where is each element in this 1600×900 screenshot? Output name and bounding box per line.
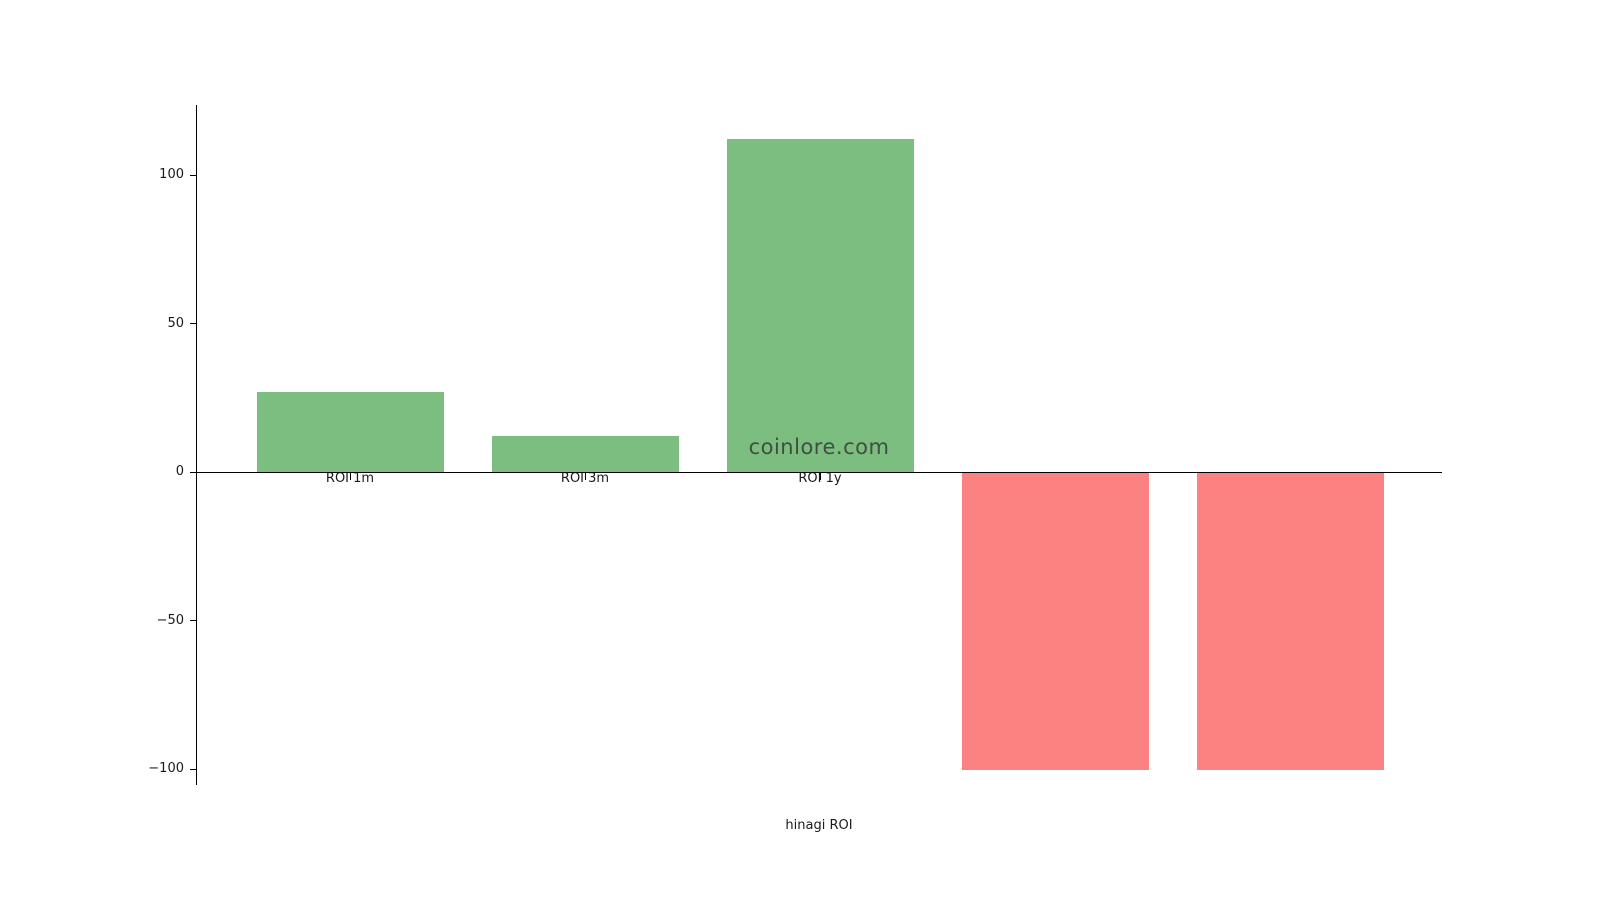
bar: [961, 473, 1149, 770]
y-tick-label: 50: [167, 315, 184, 331]
bar: [256, 391, 444, 472]
x-axis-title: hinagi ROI: [785, 818, 853, 833]
x-tick-mark: [820, 473, 821, 480]
y-tick-mark: [190, 768, 196, 770]
x-tick-mark: [585, 473, 586, 480]
y-tick-mark: [190, 620, 196, 621]
x-tick-label: ROI 1y: [798, 471, 842, 486]
y-tick-label: −100: [148, 761, 184, 776]
x-tick-mark: [350, 473, 351, 480]
y-tick-mark: [190, 174, 196, 176]
y-axis-line: [196, 105, 197, 785]
y-tick-mark: [190, 471, 196, 473]
bar: [491, 436, 679, 472]
x-tick-label: ROI 1m: [325, 471, 375, 486]
bar: [1196, 473, 1384, 770]
y-tick-label: 100: [159, 167, 184, 182]
y-tick-label: 0: [175, 464, 184, 479]
watermark-text: coinlore.com: [748, 435, 890, 459]
x-axis-line: [196, 472, 1442, 473]
bar: [726, 139, 914, 472]
y-tick-mark: [190, 323, 196, 324]
y-tick-label: −50: [156, 612, 184, 628]
x-tick-label: ROI 3m: [560, 471, 610, 486]
